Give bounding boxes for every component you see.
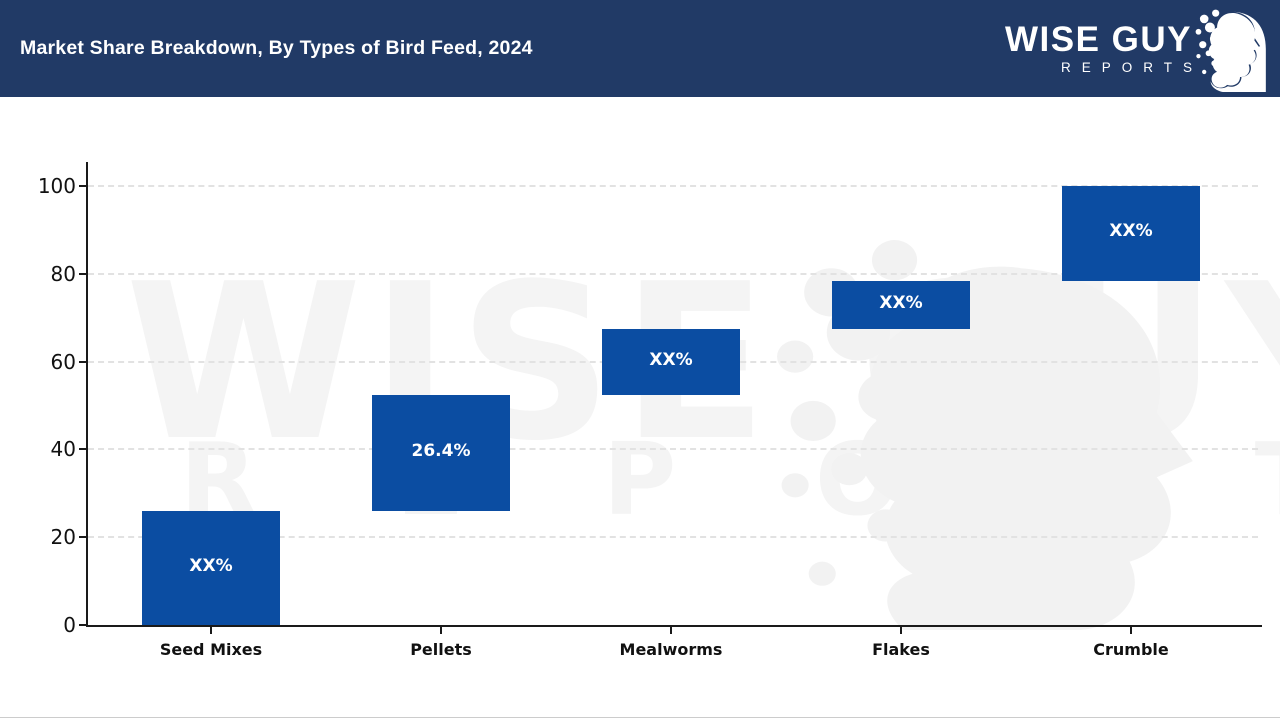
y-tick-label: 80 bbox=[50, 261, 76, 286]
logo-wordmark-line2: REPORTS bbox=[1060, 60, 1203, 75]
y-tick-mark bbox=[79, 185, 87, 187]
logo-wordmark-line1: WISE GUY bbox=[1004, 20, 1192, 59]
bottom-border-line bbox=[0, 717, 1280, 718]
x-tick-mark bbox=[210, 627, 212, 634]
y-gridline bbox=[88, 185, 1258, 187]
x-tick-mark bbox=[670, 627, 672, 634]
bar-segment bbox=[372, 394, 510, 511]
x-category-label: Mealworms bbox=[619, 640, 723, 659]
x-axis-line bbox=[86, 625, 1262, 627]
bar-value-label: XX% bbox=[649, 350, 693, 371]
x-tick-mark bbox=[1130, 627, 1132, 634]
bar-segment bbox=[832, 280, 970, 330]
y-tick-mark bbox=[79, 624, 87, 626]
bar-value-label: XX% bbox=[189, 555, 233, 576]
bar-value-label: XX% bbox=[1109, 221, 1153, 242]
bar-value-label: XX% bbox=[879, 292, 923, 313]
y-tick-mark bbox=[79, 360, 87, 363]
y-tick-label: 100 bbox=[37, 174, 76, 198]
bar-segment bbox=[1062, 186, 1200, 281]
logo-wordmark: WISE GUY REPORTS bbox=[1005, 22, 1192, 75]
bar-value-label: 26.4% bbox=[411, 440, 471, 461]
y-tick-label: 60 bbox=[50, 349, 76, 374]
chart-title: Market Share Breakdown, By Types of Bird… bbox=[20, 37, 533, 59]
x-tick-mark bbox=[900, 627, 902, 634]
x-category-label: Flakes bbox=[872, 640, 930, 659]
y-tick-label: 0 bbox=[63, 613, 76, 637]
bar-segment bbox=[602, 329, 740, 395]
logo: WISE GUY REPORTS bbox=[1005, 6, 1266, 92]
y-tick-mark bbox=[79, 272, 87, 275]
y-tick-mark bbox=[79, 536, 87, 539]
y-gridline bbox=[88, 448, 1258, 451]
x-category-label: Pellets bbox=[410, 640, 472, 659]
y-tick-label: 20 bbox=[50, 525, 76, 550]
x-category-label: Seed Mixes bbox=[159, 640, 263, 659]
x-tick-mark bbox=[440, 627, 442, 634]
x-category-label: Crumble bbox=[1093, 640, 1169, 659]
logo-face-icon bbox=[1195, 9, 1266, 92]
y-axis-line bbox=[86, 162, 88, 627]
header-bar: Market Share Breakdown, By Types of Bird… bbox=[0, 0, 1280, 97]
y-tick-label: 40 bbox=[50, 437, 76, 462]
y-tick-mark bbox=[79, 448, 87, 451]
bar-segment bbox=[142, 510, 280, 625]
y-gridline bbox=[88, 272, 1258, 275]
y-gridline bbox=[88, 536, 1258, 539]
